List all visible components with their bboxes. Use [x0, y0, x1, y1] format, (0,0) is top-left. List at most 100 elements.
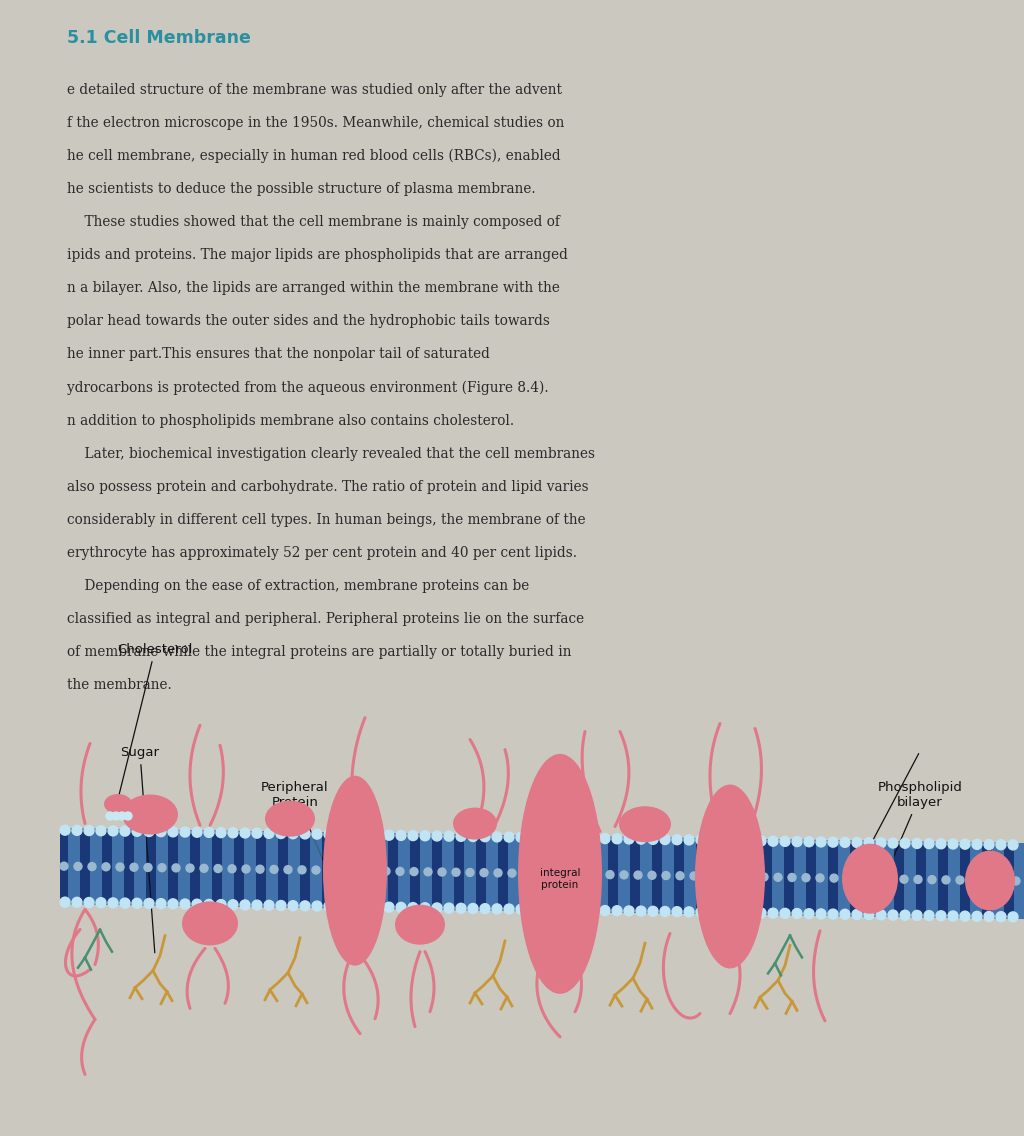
Ellipse shape — [122, 794, 178, 835]
Circle shape — [264, 828, 274, 838]
Circle shape — [522, 869, 530, 877]
Text: Peripheral
Protein: Peripheral Protein — [261, 782, 354, 932]
Text: classified as integral and peripheral. Peripheral proteins lie on the surface: classified as integral and peripheral. P… — [67, 612, 584, 626]
Circle shape — [284, 866, 292, 874]
Polygon shape — [882, 841, 894, 917]
Text: ydrocarbons is protected from the aqueous environment (Figure 8.4).: ydrocarbons is protected from the aqueou… — [67, 381, 548, 395]
Text: Phospholipid
bilayer: Phospholipid bilayer — [871, 782, 963, 909]
Polygon shape — [728, 838, 740, 914]
Circle shape — [970, 876, 978, 884]
Circle shape — [830, 874, 838, 883]
Circle shape — [816, 837, 826, 847]
Circle shape — [802, 874, 810, 882]
Circle shape — [876, 910, 886, 920]
Circle shape — [252, 900, 262, 910]
Text: f the electron microscope in the 1950s. Meanwhile, chemical studies on: f the electron microscope in the 1950s. … — [67, 116, 564, 130]
Circle shape — [620, 871, 628, 879]
Polygon shape — [486, 835, 498, 911]
Circle shape — [420, 903, 430, 912]
Circle shape — [372, 830, 382, 840]
Circle shape — [504, 832, 514, 842]
Circle shape — [768, 836, 778, 846]
Circle shape — [144, 863, 152, 871]
Circle shape — [180, 827, 190, 837]
Circle shape — [288, 901, 298, 911]
Text: Sugar: Sugar — [121, 746, 160, 953]
Circle shape — [942, 876, 950, 884]
Circle shape — [578, 870, 586, 878]
Polygon shape — [574, 836, 586, 912]
Polygon shape — [662, 837, 674, 913]
Polygon shape — [794, 840, 806, 916]
Circle shape — [588, 834, 598, 843]
Circle shape — [648, 907, 658, 917]
Circle shape — [876, 838, 886, 847]
Circle shape — [792, 909, 802, 919]
Circle shape — [156, 827, 166, 837]
Circle shape — [696, 907, 706, 917]
Circle shape — [468, 832, 478, 842]
Text: polar head towards the outer sides and the hydrophobic tails towards: polar head towards the outer sides and t… — [67, 315, 550, 328]
Circle shape — [718, 872, 726, 880]
Circle shape — [72, 897, 82, 908]
Polygon shape — [618, 837, 630, 913]
Circle shape — [72, 826, 82, 835]
Circle shape — [828, 837, 838, 847]
Text: ipids and proteins. The major lipids are phospholipids that are arranged: ipids and proteins. The major lipids are… — [67, 248, 567, 262]
Circle shape — [816, 909, 826, 919]
Circle shape — [60, 897, 70, 908]
Circle shape — [840, 837, 850, 847]
Circle shape — [504, 904, 514, 914]
Circle shape — [132, 826, 142, 836]
Circle shape — [648, 871, 656, 879]
Circle shape — [600, 834, 610, 844]
Circle shape — [948, 911, 958, 921]
Circle shape — [672, 835, 682, 845]
Circle shape — [732, 872, 740, 880]
Text: Later, biochemical investigation clearly revealed that the cell membranes: Later, biochemical investigation clearly… — [67, 446, 595, 460]
Circle shape — [480, 832, 490, 842]
Ellipse shape — [965, 851, 1015, 911]
Circle shape — [144, 827, 154, 836]
Circle shape — [408, 830, 418, 841]
Circle shape — [961, 840, 970, 850]
Circle shape — [324, 829, 334, 840]
Polygon shape — [200, 830, 212, 907]
Circle shape — [516, 833, 526, 842]
Circle shape — [102, 863, 110, 871]
Circle shape — [564, 870, 572, 878]
Circle shape — [912, 910, 922, 920]
Polygon shape — [376, 833, 388, 909]
Circle shape — [840, 909, 850, 919]
Circle shape — [228, 828, 238, 837]
Circle shape — [492, 832, 502, 842]
Circle shape — [204, 900, 214, 910]
Circle shape — [300, 829, 310, 838]
Circle shape — [575, 905, 586, 916]
Polygon shape — [464, 834, 476, 911]
Circle shape — [708, 908, 718, 917]
Circle shape — [396, 868, 404, 876]
Circle shape — [624, 905, 634, 916]
Circle shape — [768, 908, 778, 918]
Circle shape — [540, 833, 550, 843]
Circle shape — [624, 834, 634, 844]
Polygon shape — [156, 829, 168, 905]
Polygon shape — [750, 838, 762, 914]
Circle shape — [74, 862, 82, 870]
Circle shape — [1008, 840, 1018, 850]
Circle shape — [340, 867, 348, 875]
Circle shape — [705, 872, 712, 880]
Circle shape — [588, 905, 598, 916]
Circle shape — [508, 869, 516, 877]
Polygon shape — [354, 833, 366, 909]
Circle shape — [116, 863, 124, 871]
Circle shape — [606, 870, 614, 878]
Text: he scientists to deduce the possible structure of plasma membrane.: he scientists to deduce the possible str… — [67, 182, 536, 195]
Circle shape — [984, 911, 994, 921]
Circle shape — [744, 908, 754, 918]
Circle shape — [424, 868, 432, 876]
Circle shape — [684, 907, 694, 917]
Circle shape — [228, 900, 238, 910]
Circle shape — [804, 837, 814, 846]
